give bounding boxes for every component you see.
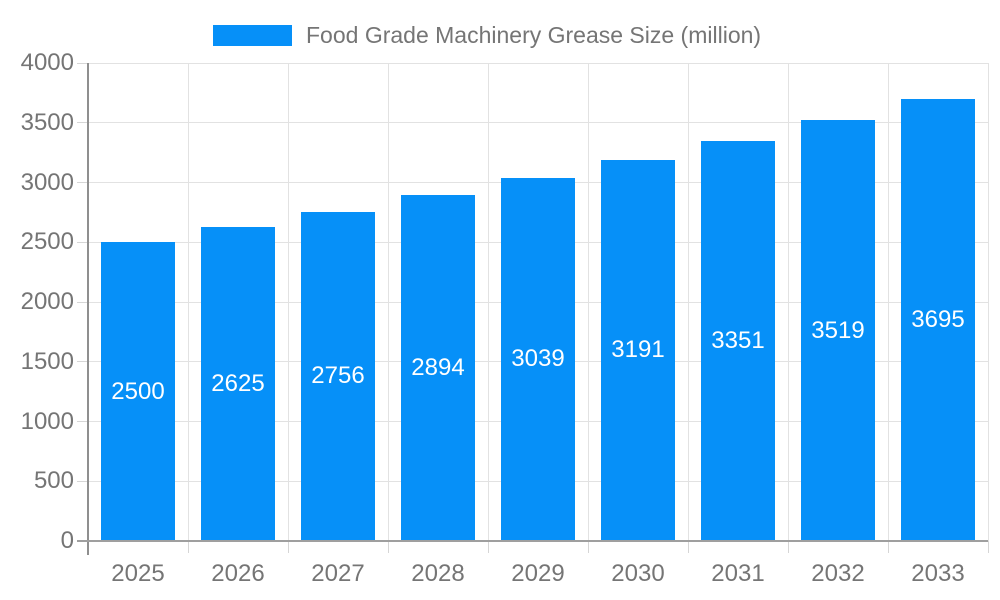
legend-swatch: [213, 24, 292, 46]
grid-line-vertical: [987, 63, 989, 541]
legend-label: Food Grade Machinery Grease Size (millio…: [306, 21, 762, 48]
y-tick: [77, 241, 88, 243]
y-axis-label: 500: [33, 467, 74, 495]
bar-2032: [801, 120, 875, 541]
x-axis-label: 2029: [511, 560, 565, 587]
grid-line-vertical: [187, 63, 189, 541]
legend: Food Grade Machinery Grease Size (millio…: [213, 21, 762, 48]
bar-2028: [401, 195, 475, 541]
y-tick: [77, 421, 88, 422]
bar-value-label: 3519: [811, 316, 865, 344]
x-tick: [587, 541, 589, 553]
x-tick: [687, 541, 689, 553]
bar-value-label: 3191: [611, 336, 665, 364]
x-axis-label: 2028: [411, 560, 465, 587]
y-axis-label: 3500: [20, 108, 74, 136]
bar-value-label: 3351: [711, 326, 765, 354]
bar-2026: [201, 227, 275, 541]
y-axis-label: 1000: [20, 407, 74, 435]
x-axis-label: 2031: [711, 560, 765, 587]
y-axis-label: 2500: [20, 228, 74, 256]
x-tick: [987, 541, 989, 553]
grid-line-vertical: [387, 63, 389, 541]
bar-2029: [501, 177, 575, 541]
x-axis-label: 2027: [311, 560, 365, 587]
x-tick: [387, 541, 389, 553]
bar-2027: [301, 211, 375, 541]
y-axis-label: 0: [60, 527, 74, 554]
grid-line-vertical: [487, 63, 489, 541]
bar-value-label: 2756: [311, 362, 365, 390]
y-tick: [77, 182, 88, 183]
bar-2030: [601, 159, 675, 541]
y-tick: [77, 301, 88, 303]
x-axis-label: 2032: [811, 560, 865, 587]
x-tick: [887, 541, 889, 553]
y-tick: [77, 62, 88, 64]
grid-line-vertical: [787, 63, 789, 541]
y-tick: [77, 480, 88, 482]
x-axis-label: 2025: [111, 560, 165, 587]
grid-line-vertical: [887, 63, 889, 541]
bar-2025: [101, 242, 175, 541]
bar-value-label: 2500: [111, 377, 165, 405]
grid-line-vertical: [287, 63, 289, 541]
y-axis-label: 2000: [20, 288, 74, 315]
y-axis-label: 3000: [20, 168, 74, 196]
grid-line-horizontal: [88, 62, 988, 64]
y-tick: [77, 361, 88, 363]
y-axis-label: 4000: [20, 49, 74, 76]
x-tick: [487, 541, 489, 553]
x-axis-label: 2026: [211, 560, 265, 587]
bar-value-label: 3695: [911, 306, 965, 334]
y-axis-label: 1500: [20, 347, 74, 375]
y-tick: [77, 122, 88, 124]
bar-2033: [901, 99, 975, 541]
bar-value-label: 2894: [411, 354, 465, 382]
bar-value-label: 2625: [211, 370, 265, 398]
x-tick: [287, 541, 289, 553]
x-tick: [787, 541, 789, 553]
bar-value-label: 3039: [511, 345, 565, 373]
y-axis-line: [87, 63, 89, 555]
grid-line-vertical: [587, 63, 589, 541]
x-tick: [187, 541, 189, 553]
grid-line-horizontal: [88, 122, 988, 124]
x-axis-line: [77, 540, 988, 542]
x-axis-label: 2030: [611, 560, 665, 587]
grid-line-vertical: [687, 63, 689, 541]
bar-2031: [701, 140, 775, 541]
x-axis-label: 2033: [911, 560, 965, 587]
